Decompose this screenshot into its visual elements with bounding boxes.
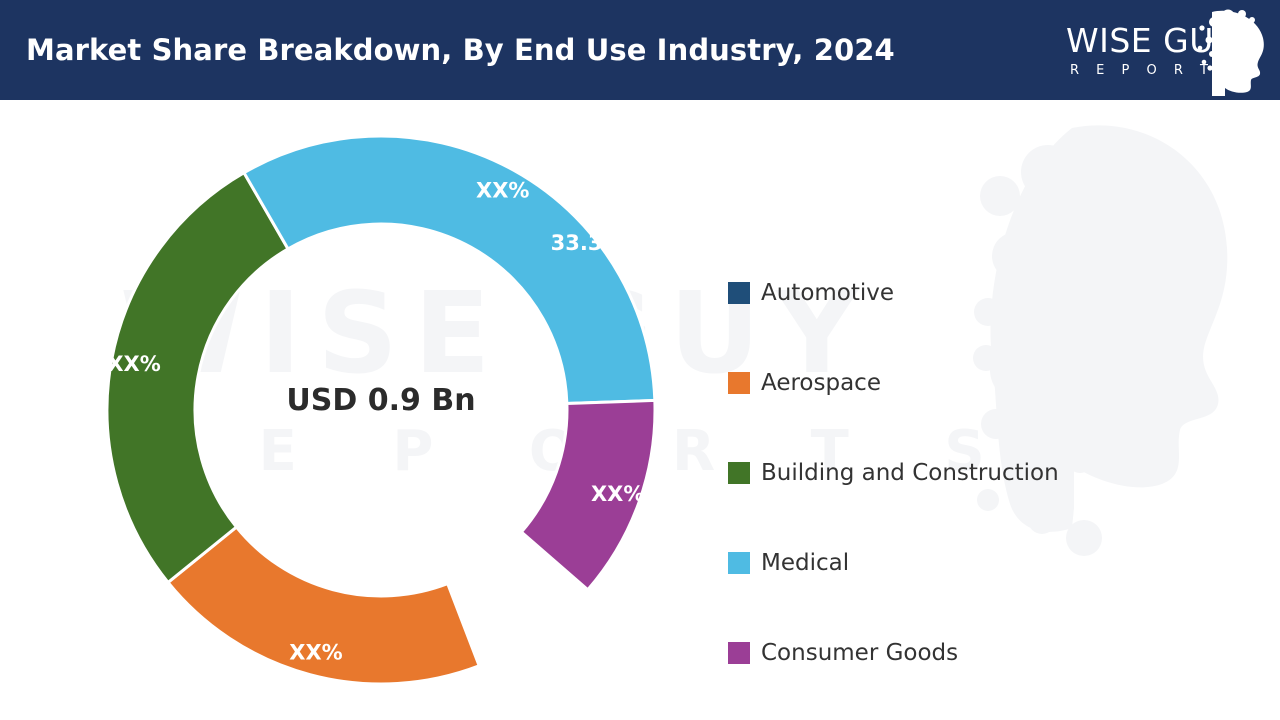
page-header: Market Share Breakdown, By End Use Indus… — [0, 0, 1280, 100]
legend-swatch-consumer-goods — [728, 642, 750, 664]
wise-guy-reports-logo: WISE GUY R E P O R T S — [1062, 4, 1272, 96]
center-value-label: USD 0.9 Bn — [286, 383, 475, 418]
donut-slices — [105, 134, 657, 686]
watermark-line-2: R E P O R T S — [120, 419, 1023, 484]
legend-label: Automotive — [761, 280, 895, 306]
chart-body: WISE GUY R E P O R T S 33.3%XX%XX%XX%XX%… — [0, 100, 1280, 720]
slice-label-automotive: 33.3% — [551, 231, 624, 255]
donut-slice-labels: 33.3% XX% XX% XX% XX% — [107, 178, 644, 664]
legend-swatch-building-and-construction — [728, 462, 750, 484]
svg-text:WISE GUY: WISE GUY — [1066, 21, 1235, 60]
legend-swatch-automotive — [728, 282, 750, 304]
slice-label-consumer-goods: XX% — [591, 482, 644, 506]
legend-item-aerospace[interactable]: Aerospace — [728, 338, 1148, 428]
donut-slice-building-and-construction[interactable] — [105, 170, 291, 585]
chart-legend: Automotive Aerospace Building and Construc… — [728, 248, 1148, 698]
slice-label-medical: XX% — [476, 178, 529, 202]
page-title: Market Share Breakdown, By End Use Indus… — [26, 33, 895, 67]
legend-label: Consumer Goods — [761, 640, 959, 666]
legend-item-medical[interactable]: Medical — [728, 518, 1148, 608]
legend-label: Aerospace — [761, 370, 881, 396]
slice-label-building-and-construction: XX% — [107, 352, 160, 376]
donut-slice-aerospace[interactable] — [165, 524, 482, 686]
legend-label: Building and Construction — [761, 460, 1059, 486]
head-profile-dots-icon — [922, 108, 1262, 668]
legend-item-consumer-goods[interactable]: Consumer Goods — [728, 608, 1148, 698]
donut-slice-medical[interactable] — [241, 134, 657, 406]
legend-item-building-and-construction[interactable]: Building and Construction — [728, 428, 1148, 518]
donut-slice-consumer-goods[interactable] — [519, 398, 657, 592]
legend-swatch-aerospace — [728, 372, 750, 394]
legend-swatch-medical — [728, 552, 750, 574]
svg-text:R E P O R T S: R E P O R T S — [1070, 63, 1240, 78]
legend-item-automotive[interactable]: Automotive — [728, 248, 1148, 338]
legend-label: Medical — [761, 550, 850, 576]
slice-label-aerospace: XX% — [289, 641, 342, 665]
donut-chart: 33.3% XX% XX% XX% XX% USD 0.9 Bn — [0, 100, 760, 720]
